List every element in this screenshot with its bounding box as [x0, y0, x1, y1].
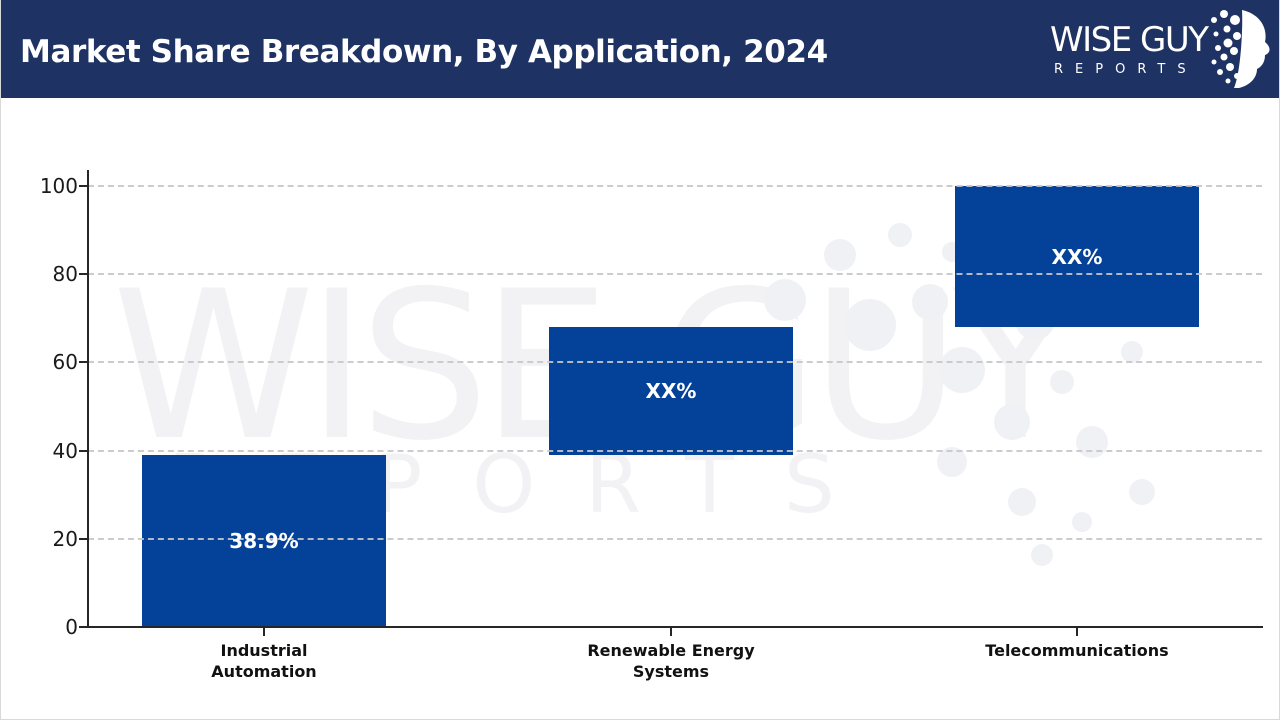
x-category-label: Industrial Automation: [211, 641, 317, 681]
y-tick-label: 60: [52, 350, 78, 375]
x-category-label: Renewable Energy Systems: [587, 641, 755, 681]
bar-value-label: XX%: [645, 379, 697, 404]
y-tick-label: 80: [52, 262, 78, 287]
y-tick-mark: [79, 273, 87, 276]
x-axis-spine: [87, 626, 1263, 628]
bar: [142, 455, 386, 627]
x-category-label: Telecommunications: [985, 641, 1169, 660]
bar: [955, 186, 1199, 328]
head-profile-dots-icon: [1211, 10, 1270, 88]
y-tick-mark: [79, 361, 87, 364]
gridline: [88, 537, 1262, 540]
brand-logo: WISE GUY REPORTS: [1022, 4, 1272, 94]
y-tick-label: 20: [52, 526, 78, 551]
brand-logo-wordmark: WISE GUY: [1050, 20, 1209, 60]
bar: [549, 327, 793, 456]
gridline: [88, 361, 1262, 364]
gridline: [88, 449, 1262, 452]
bar-value-label: 38.9%: [229, 529, 299, 554]
y-tick-mark: [79, 626, 87, 628]
y-tick-mark: [79, 449, 87, 452]
gridline: [88, 273, 1262, 276]
y-tick-mark: [79, 537, 87, 540]
y-tick-mark: [79, 185, 87, 187]
x-tick-mark: [670, 628, 672, 636]
y-axis-spine: [87, 170, 89, 628]
y-tick-label: 0: [65, 615, 78, 639]
y-tick-label: 40: [52, 438, 78, 463]
x-tick-mark: [1076, 628, 1078, 636]
y-tick-label: 100: [39, 174, 78, 198]
gridline: [88, 185, 1262, 187]
x-tick-mark: [263, 628, 265, 636]
header-band: Market Share Breakdown, By Application, …: [0, 0, 1280, 98]
bar-value-label: XX%: [1051, 244, 1103, 269]
brand-logo-subtext: REPORTS: [1054, 62, 1198, 77]
page-title: Market Share Breakdown, By Application, …: [20, 34, 828, 70]
